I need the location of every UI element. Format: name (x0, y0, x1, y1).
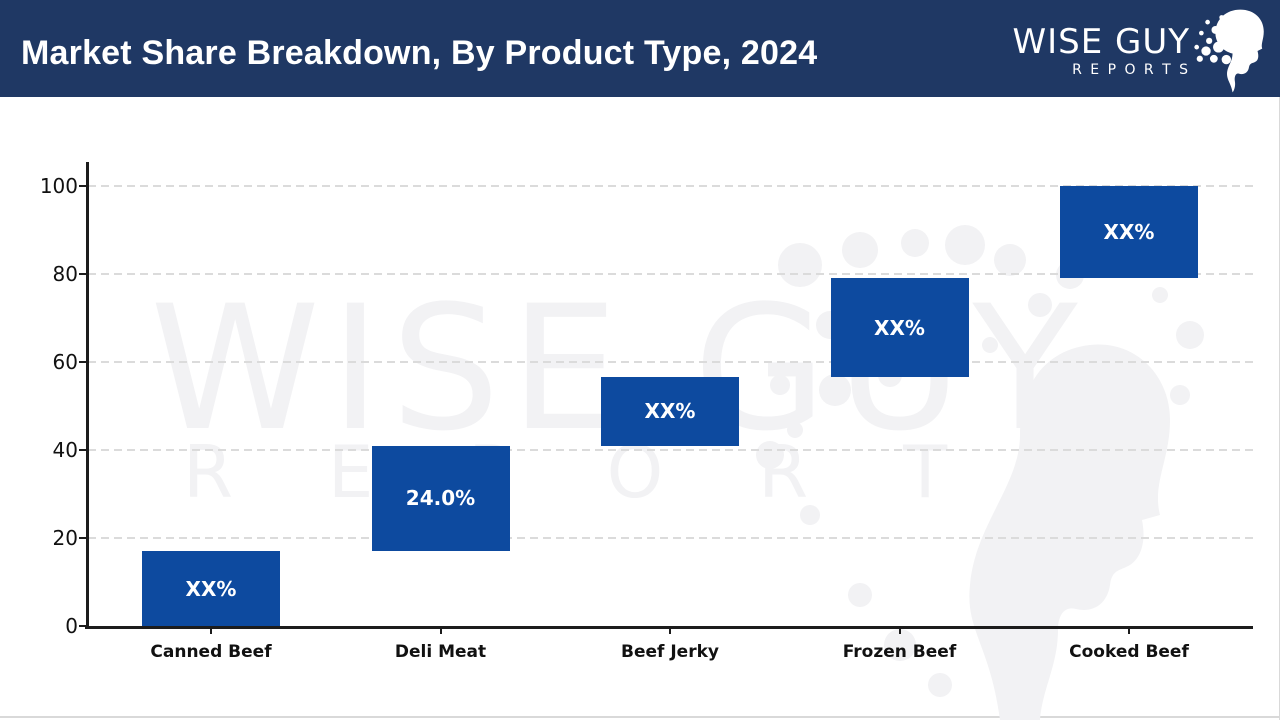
x-axis-tick-mark (210, 627, 212, 634)
x-axis-tick-mark (898, 627, 901, 634)
bar-value-label: XX% (185, 576, 237, 601)
y-axis-tick-mark (79, 273, 87, 275)
bar-beef-jerky: XX% (601, 377, 739, 446)
x-axis-category-label: Frozen Beef (842, 642, 957, 662)
bar-value-label: 24.0% (405, 486, 476, 511)
y-axis-tick-label: 80 (52, 262, 78, 286)
x-axis-tick-mark (669, 627, 671, 634)
y-axis-tick-label: 100 (39, 174, 78, 198)
x-axis-category-label: Canned Beef (150, 642, 272, 662)
y-gridline-100 (88, 185, 1253, 187)
x-axis-category-label: Deli Meat (394, 642, 487, 662)
x-axis-line (85, 626, 1253, 629)
logo-sub-text: R E P O R T S (1072, 61, 1190, 78)
y-axis-tick-label: 0 (65, 614, 78, 638)
wise-guy-reports-logo: WISE GUY R E P O R T S (1012, 3, 1280, 95)
y-axis-tick-mark (79, 537, 87, 539)
y-axis-tick-mark (79, 625, 87, 627)
y-axis-tick-mark (79, 185, 87, 187)
y-axis-tick-label: 40 (52, 438, 78, 462)
wise-guy-head-icon (1194, 9, 1264, 92)
bar-deli-meat: 24.0% (371, 445, 510, 552)
x-axis-tick-mark (1128, 627, 1130, 634)
header-bar: Market Share Breakdown, By Product Type,… (0, 0, 1280, 97)
y-axis-tick-label: 20 (52, 526, 78, 550)
y-gridline-60 (88, 361, 1253, 363)
bar-value-label: XX% (1103, 220, 1155, 245)
y-axis-tick-label: 60 (52, 350, 78, 374)
y-gridline-40 (88, 449, 1253, 451)
bar-canned-beef: XX% (142, 551, 280, 626)
x-axis-category-label: Cooked Beef (1069, 642, 1189, 662)
logo-brand-text: WISE GUY (1012, 21, 1190, 62)
bar-frozen-beef: XX% (830, 278, 969, 378)
y-axis-line (86, 162, 89, 629)
bar-value-label: XX% (874, 315, 925, 340)
bar-cooked-beef: XX% (1060, 186, 1198, 279)
bottom-border-line (0, 716, 1280, 718)
y-axis-tick-mark (79, 361, 87, 363)
y-gridline-20 (88, 537, 1253, 539)
y-gridline-80 (88, 273, 1253, 275)
x-axis-category-label: Beef Jerky (621, 642, 719, 662)
page-title: Market Share Breakdown, By Product Type,… (21, 34, 818, 72)
x-axis-tick-mark (439, 627, 442, 634)
bar-value-label: XX% (644, 399, 696, 424)
logo-text: WISE GUY R E P O R T S (1012, 25, 1190, 77)
y-axis-tick-mark (79, 449, 87, 451)
